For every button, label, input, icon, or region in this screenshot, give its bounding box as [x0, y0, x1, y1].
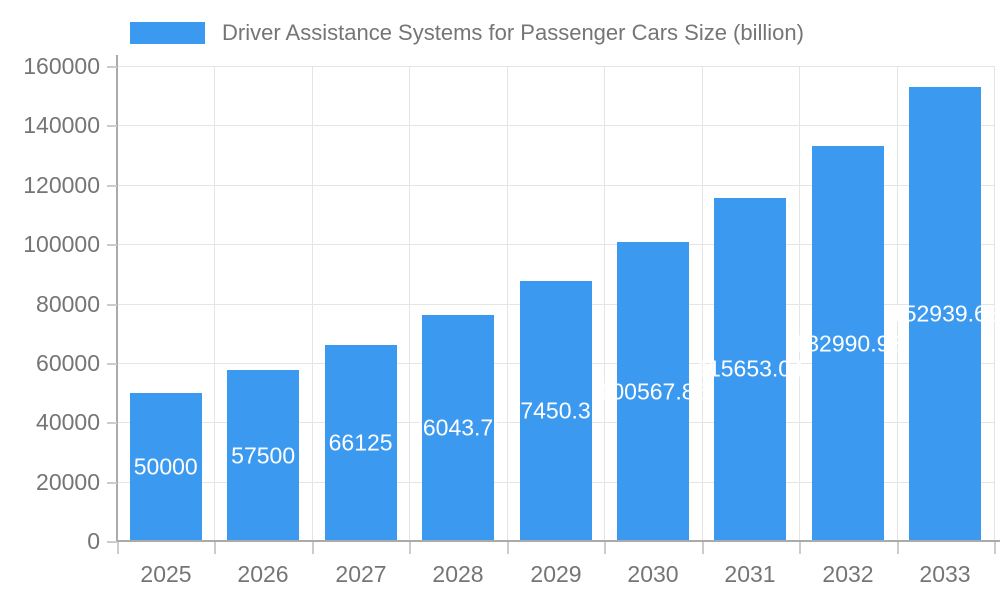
legend-item[interactable]: Driver Assistance Systems for Passenger … [130, 22, 804, 44]
x-axis-tick [897, 542, 899, 554]
x-axis-line [117, 540, 1000, 542]
x-axis-tick [799, 542, 801, 554]
x-axis-tick [994, 542, 996, 554]
x-axis-label: 2029 [530, 561, 582, 587]
x-gridline [312, 66, 313, 541]
x-gridline [214, 66, 215, 541]
x-axis-label: 2031 [724, 561, 776, 587]
x-axis-tick [507, 542, 509, 554]
y-axis-label: 20000 [36, 469, 100, 495]
y-axis-tick [107, 363, 117, 365]
y-axis-line [116, 55, 118, 541]
x-axis-tick [409, 542, 411, 554]
y-axis-label: 100000 [23, 231, 100, 257]
x-axis-tick [312, 542, 314, 554]
x-axis-tick [214, 542, 216, 554]
x-axis-label: 2027 [335, 561, 387, 587]
bar-2031[interactable] [714, 198, 786, 541]
x-gridline [507, 66, 508, 541]
bar-2032[interactable] [812, 146, 884, 541]
y-axis-label: 60000 [36, 350, 100, 376]
y-gridline [117, 66, 994, 67]
y-gridline [117, 185, 994, 186]
legend-label: Driver Assistance Systems for Passenger … [222, 20, 804, 45]
x-axis-label: 2025 [140, 561, 192, 587]
y-axis-label: 120000 [23, 172, 100, 198]
y-axis-tick [107, 66, 117, 68]
x-axis-label: 2032 [822, 561, 874, 587]
x-gridline [799, 66, 800, 541]
y-axis-tick [107, 482, 117, 484]
bar-2030[interactable] [617, 242, 689, 541]
y-axis-label: 40000 [36, 409, 100, 435]
bar-2028[interactable] [422, 315, 494, 541]
y-axis-tick [107, 244, 117, 246]
x-axis-tick [604, 542, 606, 554]
bar-2027[interactable] [325, 345, 397, 541]
y-axis-tick [107, 422, 117, 424]
bar-2026[interactable] [227, 370, 299, 541]
y-axis-label: 80000 [36, 291, 100, 317]
x-gridline [702, 66, 703, 541]
y-gridline [117, 125, 994, 126]
x-axis-tick [702, 542, 704, 554]
y-axis-tick [107, 304, 117, 306]
x-axis-label: 2033 [919, 561, 971, 587]
y-axis-tick [107, 541, 117, 543]
y-axis-tick [107, 125, 117, 127]
bar-2033[interactable] [909, 87, 981, 541]
y-gridline [117, 244, 994, 245]
y-axis-label: 160000 [23, 53, 100, 79]
y-axis-label: 140000 [23, 112, 100, 138]
y-axis-tick [107, 185, 117, 187]
x-axis-label: 2030 [627, 561, 679, 587]
bar-2025[interactable] [130, 393, 202, 541]
x-gridline [897, 66, 898, 541]
x-gridline [994, 66, 995, 541]
x-axis-label: 2028 [432, 561, 484, 587]
x-axis-tick [117, 542, 119, 554]
x-gridline [604, 66, 605, 541]
x-gridline [409, 66, 410, 541]
x-axis-label: 2026 [237, 561, 289, 587]
bar-2029[interactable] [520, 281, 592, 541]
legend-swatch [130, 22, 205, 44]
y-axis-label: 0 [87, 528, 100, 554]
